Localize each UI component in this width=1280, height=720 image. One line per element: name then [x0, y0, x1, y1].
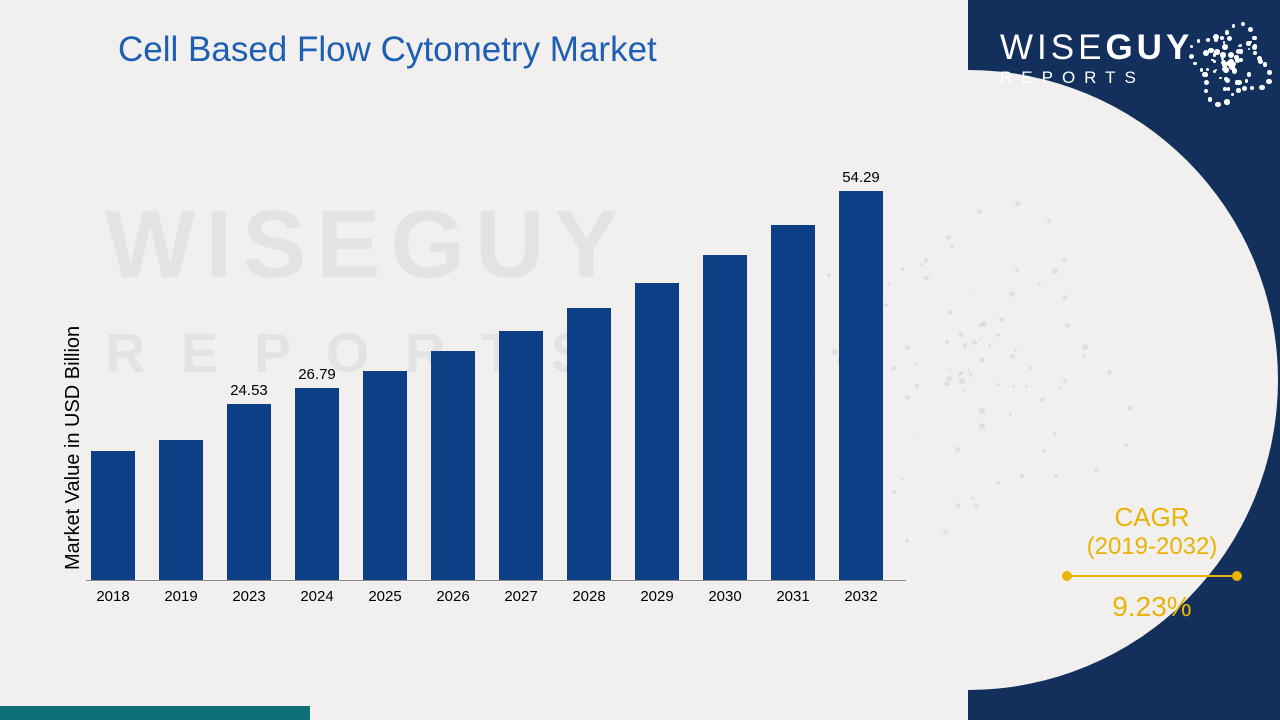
chart-baseline [86, 580, 906, 581]
footer-accent-bar [0, 706, 310, 720]
bar-value-label: 24.53 [217, 382, 281, 399]
x-axis-tick: 2030 [691, 588, 759, 605]
bar [363, 371, 407, 580]
bar [635, 283, 679, 580]
bar [839, 191, 883, 580]
x-axis-tick: 2028 [555, 588, 623, 605]
bar-value-label: 26.79 [285, 366, 349, 383]
x-axis-tick: 2019 [147, 588, 215, 605]
x-axis-tick: 2018 [79, 588, 147, 605]
cagr-divider [1067, 575, 1237, 577]
x-axis-tick: 2029 [623, 588, 691, 605]
cagr-label: CAGR [1052, 502, 1252, 533]
cagr-value: 9.23% [1052, 591, 1252, 623]
bar [431, 351, 475, 580]
x-axis-tick: 2027 [487, 588, 555, 605]
x-axis-tick: 2032 [827, 588, 895, 605]
cagr-dot-right-icon [1232, 571, 1242, 581]
y-axis-label: Market Value in USD Billion [62, 326, 85, 570]
bar [295, 388, 339, 580]
chart-plot-area: 20182019202324.53202426.7920252026202720… [86, 150, 906, 600]
x-axis-tick: 2026 [419, 588, 487, 605]
x-axis-tick: 2023 [215, 588, 283, 605]
bar [91, 451, 135, 580]
bar [227, 404, 271, 580]
bar-value-label: 54.29 [829, 169, 893, 186]
cagr-panel: CAGR (2019-2032) 9.23% [1052, 502, 1252, 623]
bar [567, 308, 611, 580]
x-axis-tick: 2025 [351, 588, 419, 605]
bar [499, 331, 543, 580]
cagr-dot-left-icon [1062, 571, 1072, 581]
bar [703, 255, 747, 580]
cagr-range: (2019-2032) [1052, 533, 1252, 561]
bar [159, 440, 203, 580]
bar [771, 225, 815, 580]
chart-canvas: WISEGUY R E P O R T S Cell Based Flow Cy… [0, 0, 1280, 720]
x-axis-tick: 2024 [283, 588, 351, 605]
x-axis-tick: 2031 [759, 588, 827, 605]
